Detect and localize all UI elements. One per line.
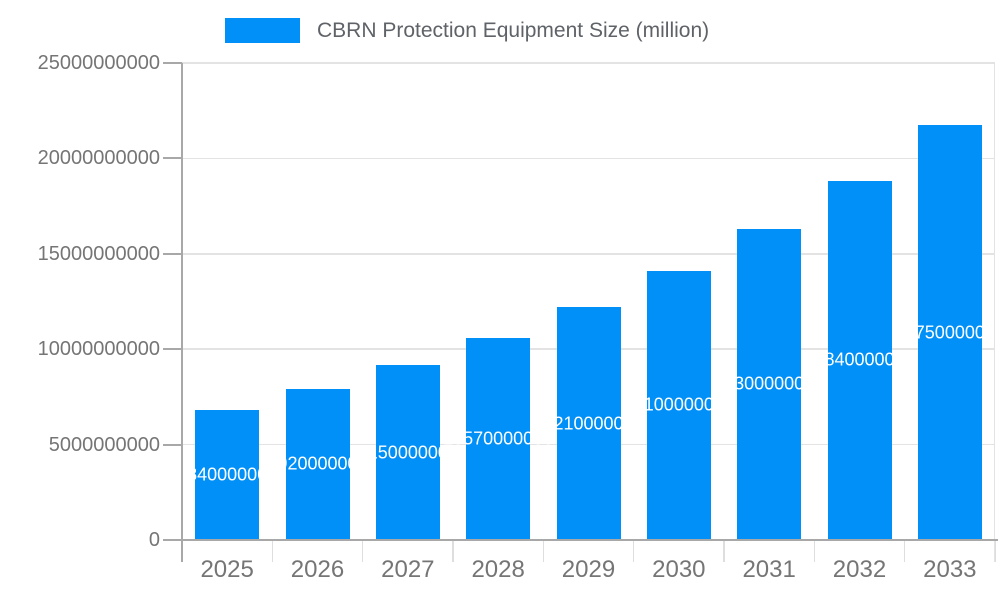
- legend[interactable]: CBRN Protection Equipment Size (million): [225, 18, 709, 43]
- bar[interactable]: [466, 338, 531, 540]
- bar[interactable]: [827, 180, 892, 540]
- x-axis-labels: 2025 2026 2027 2028 2029 2030 2031 2032 2033: [182, 554, 995, 586]
- y-tick-label: 15000000000: [37, 242, 160, 265]
- x-tick-label: 2029: [561, 556, 616, 583]
- y-tickmark: [163, 157, 182, 160]
- y-tick-label: 25000000000: [37, 52, 160, 74]
- bar[interactable]: [195, 409, 260, 540]
- bar-value-label: 18840000000: [804, 349, 915, 370]
- gridline: [182, 157, 995, 160]
- x-tick-label: 2032: [832, 556, 887, 583]
- bar[interactable]: [556, 307, 621, 540]
- bar-value-label: 14100000000: [623, 394, 734, 415]
- x-tick-label: 2025: [200, 556, 254, 583]
- x-tickmark: [452, 540, 454, 562]
- x-tick-label: 2030: [652, 556, 706, 583]
- x-tick-label: 2028: [471, 556, 525, 583]
- x-tick-label: 2027: [381, 556, 435, 583]
- bar-value-label: 7920000000: [267, 453, 368, 474]
- plot-area: 6840000000 7920000000 9150000000 1057000000…: [177, 62, 1000, 562]
- y-axis-labels: 0 5000000000 10000000000 15000000000 2000000…: [0, 0, 160, 600]
- x-tickmark: [994, 540, 996, 562]
- x-tickmark: [271, 540, 274, 562]
- legend-label: CBRN Protection Equipment Size (million): [317, 18, 710, 42]
- plot-right-border: [993, 63, 995, 562]
- x-tickmark: [903, 540, 906, 562]
- y-tick-label: 0: [148, 529, 160, 551]
- y-tick-label: 10000000000: [37, 338, 160, 361]
- bar-value-label: 10570000000: [443, 428, 554, 449]
- bar[interactable]: [646, 270, 711, 540]
- x-tickmark: [542, 540, 545, 562]
- legend-swatch: [225, 18, 300, 43]
- y-tickmark: [163, 348, 182, 351]
- bar[interactable]: [917, 125, 982, 540]
- x-tickmark: [813, 540, 816, 562]
- x-tick-label: 2026: [290, 556, 345, 583]
- y-tickmark: [163, 62, 182, 64]
- bar-value-label: 6840000000: [177, 464, 278, 485]
- y-axis-line: [181, 63, 183, 562]
- gridline: [182, 62, 995, 64]
- gridline: [182, 253, 995, 255]
- y-tickmark: [163, 252, 182, 255]
- bar-value-label: 21750000000: [894, 322, 1000, 342]
- bar-value-label: 12210000000: [533, 413, 644, 434]
- bar-value-label: 9150000000: [357, 442, 458, 463]
- bar[interactable]: [285, 388, 350, 540]
- bar[interactable]: [375, 365, 440, 540]
- x-tickmark: [632, 540, 635, 562]
- x-tickmark: [361, 540, 364, 562]
- bar-value-label: 16300000000: [714, 373, 825, 394]
- x-tick-label: 2031: [742, 556, 796, 583]
- x-axis-line: [163, 539, 998, 541]
- y-tickmark: [163, 443, 182, 446]
- x-tick-label: 2033: [923, 556, 977, 583]
- x-tickmark: [723, 540, 725, 562]
- y-tick-label: 20000000000: [37, 147, 160, 170]
- y-tick-label: 5000000000: [48, 433, 160, 456]
- bar[interactable]: [737, 229, 802, 540]
